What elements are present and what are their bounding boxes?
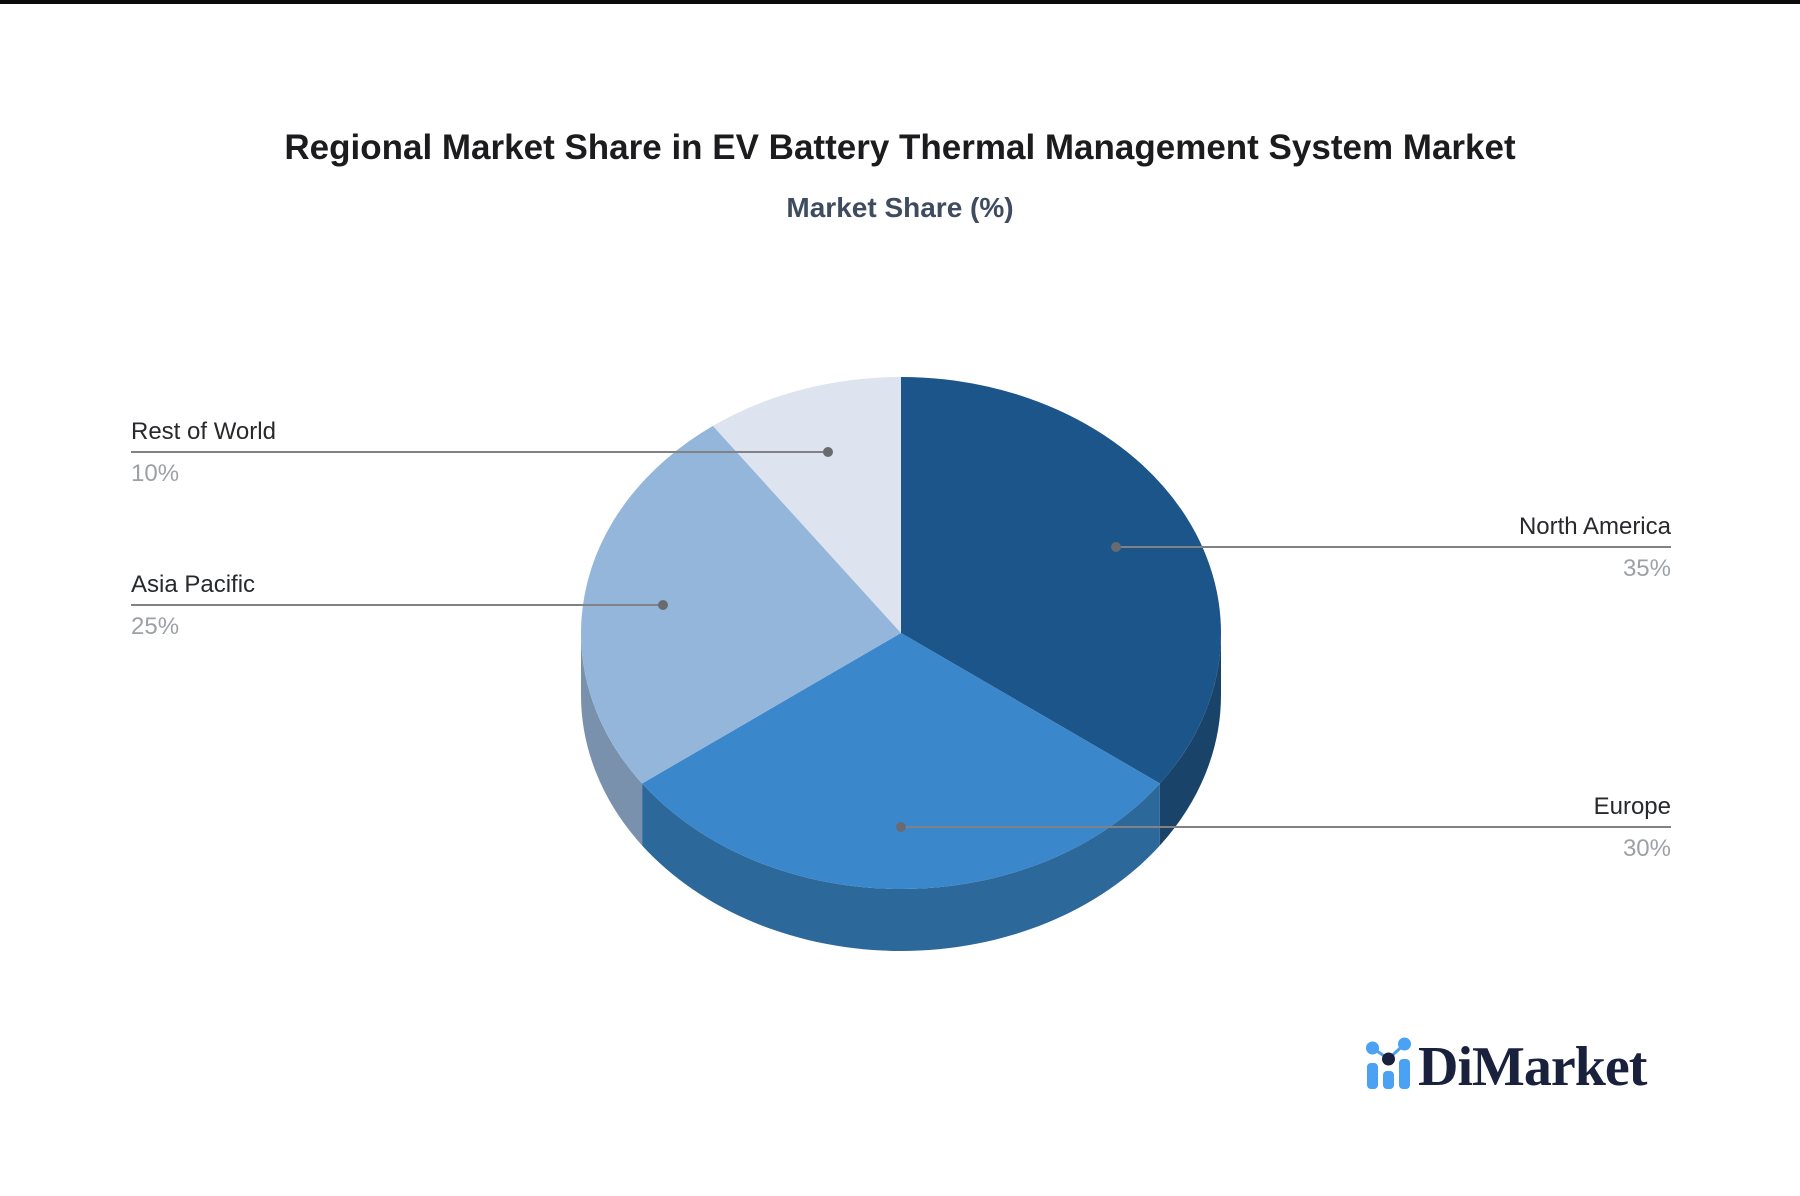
pie-slice-rest-of-world[interactable] [712,377,901,633]
chart-title: Regional Market Share in EV Battery Ther… [284,128,1516,167]
callout-dot-europe [896,822,906,832]
region-percentage: 25% [131,613,180,640]
pie-slice-side-europe [642,783,1160,951]
pie-slice-europe[interactable] [642,633,1160,889]
region-name: Rest of World [131,418,276,445]
pie-slice-side-north-america [1159,633,1221,846]
callout-dot-rest-of-world [823,447,833,457]
region-percentage: 10% [131,460,180,487]
dimarket-logo-text: DiMarket [1418,1036,1647,1098]
callout-dot-asia-pacific [658,600,668,610]
callout-label-europe: Europe 30% [1594,793,1671,863]
pie-slice-asia-pacific[interactable] [581,425,901,784]
region-name: North America [1518,513,1671,540]
chart-subtitle: Market Share (%) [786,192,1014,223]
dimarket-logo: DiMarket [1360,1030,1660,1102]
region-percentage: 30% [1622,835,1671,862]
top-border [0,0,1800,4]
dimarket-logo-icon [1366,1037,1411,1089]
region-name: Asia Pacific [131,571,256,598]
pie-slice-side-asia-pacific [581,633,643,846]
region-name: Europe [1593,793,1671,820]
callout-label-north-america: North America 35% [1519,513,1671,583]
pie-slice-north-america[interactable] [901,377,1221,784]
callout-dot-north-america [1111,542,1121,552]
region-percentage: 35% [1622,555,1671,582]
callout-label-asia-pacific: Asia Pacific 25% [131,571,255,641]
callout-label-rest-of-world: Rest of World 10% [131,418,276,488]
